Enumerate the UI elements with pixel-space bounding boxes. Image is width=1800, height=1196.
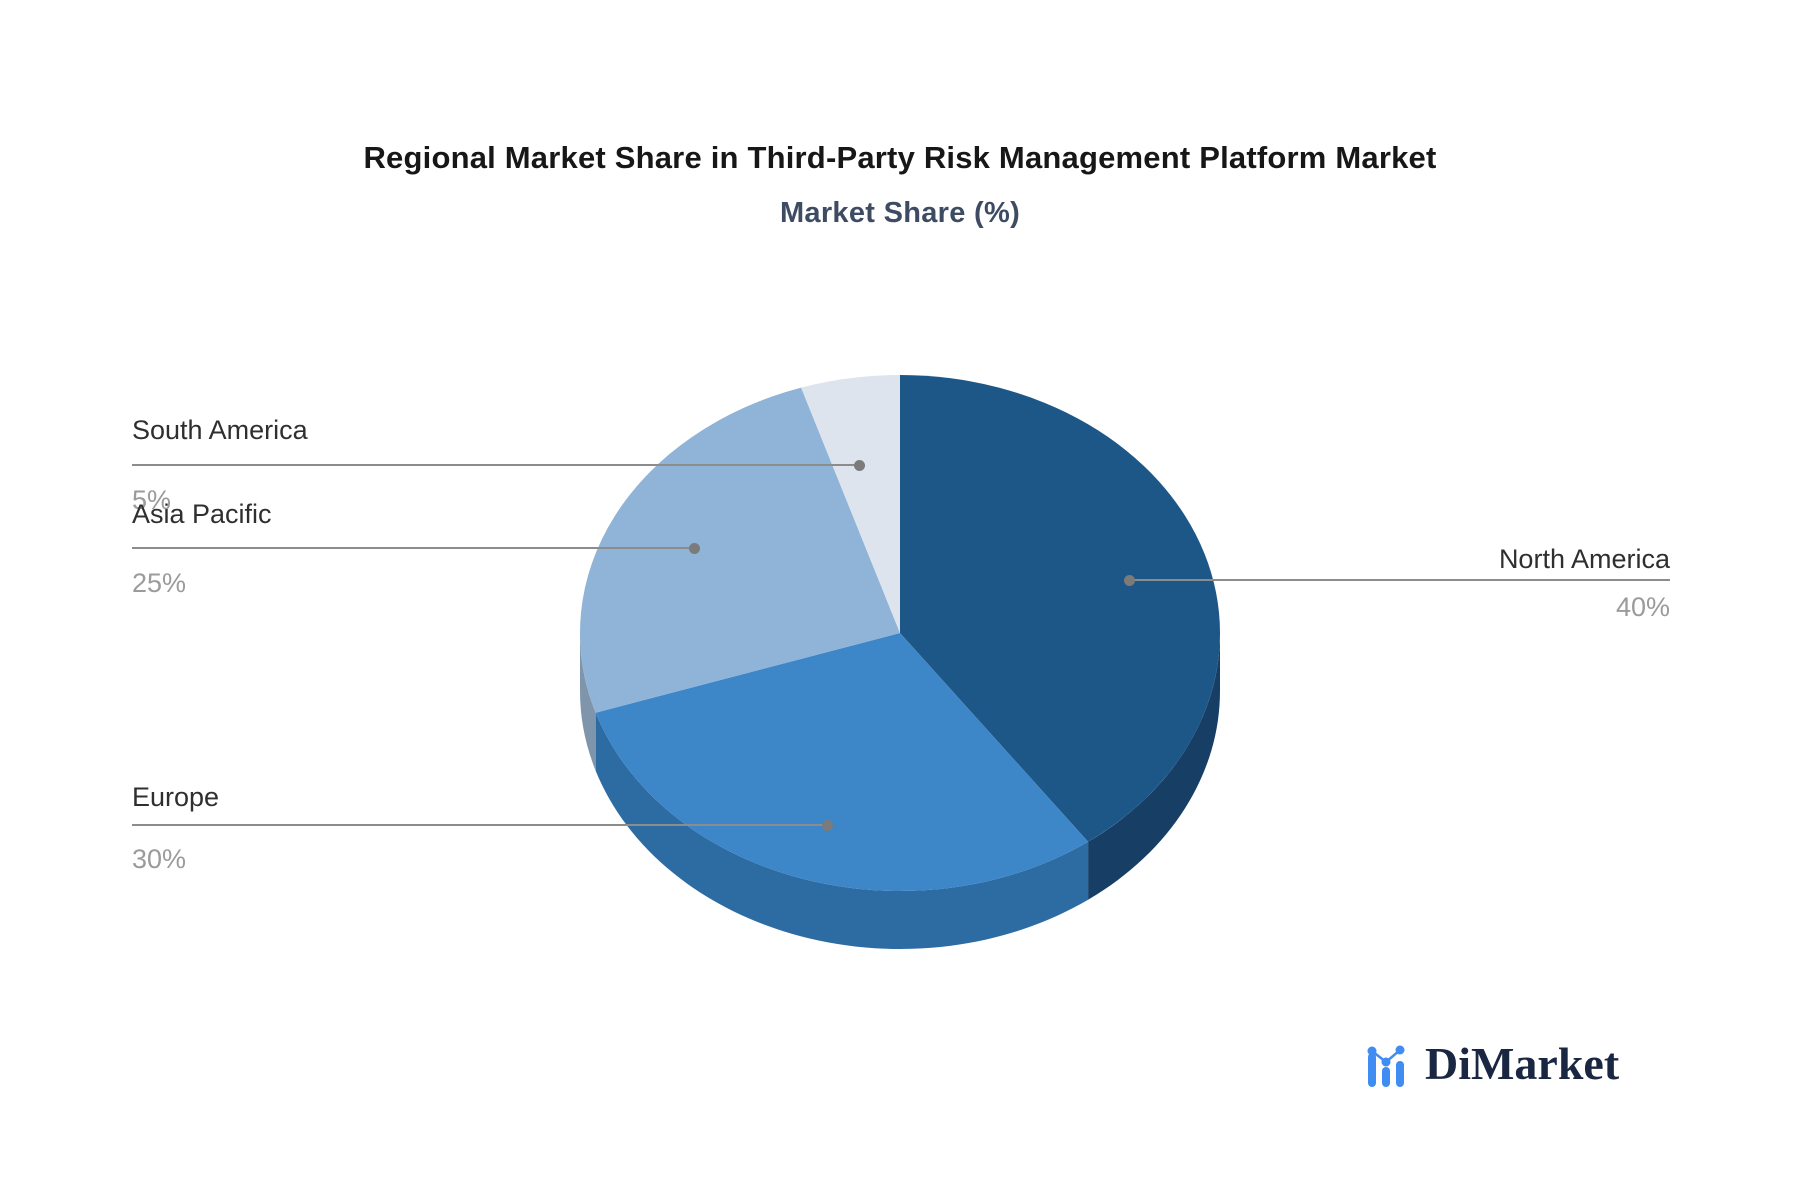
pie-slice-side-europe [595,712,1089,949]
chart-subtitle: Market Share (%) [779,197,1021,229]
pie-slice-north-america[interactable] [900,375,1221,842]
slice-label-north-america: North America [1498,544,1670,574]
chart-title: Regional Market Share in Third-Party Ris… [363,140,1437,175]
slice-pct-south-america: 5% [132,485,172,515]
pie-slice-asia-pacific[interactable] [580,387,900,713]
leader-dot-asia-pacific [689,542,700,554]
slice-label-europe: Europe [132,782,220,812]
slice-label-south-america: South America [132,415,308,445]
leader-line-asia-pacific [132,542,700,554]
pie-slice-side-asia-pacific [580,633,596,771]
pie-slice-europe[interactable] [595,633,1089,891]
leader-line-north-america [1124,574,1670,586]
pie-slice-side-north-america [1088,633,1220,900]
logo-text: DiMarket [1425,1038,1620,1089]
slice-label-asia-pacific: Asia Pacific [132,499,272,529]
bar-chart-with-trend-dots-icon [1367,1045,1405,1087]
slice-pct-asia-pacific: 25% [132,568,187,598]
leader-dot-south-america [854,459,865,471]
slice-pct-europe: 30% [132,844,187,874]
leader-line-south-america [132,459,865,471]
slice-pct-north-america: 40% [1615,592,1670,622]
leader-line-europe [132,819,833,831]
leader-dot-north-america [1124,574,1135,586]
leader-dot-europe [822,819,833,831]
pie-slice-south-america[interactable] [801,375,900,633]
logo: DiMarket [1366,1038,1619,1090]
